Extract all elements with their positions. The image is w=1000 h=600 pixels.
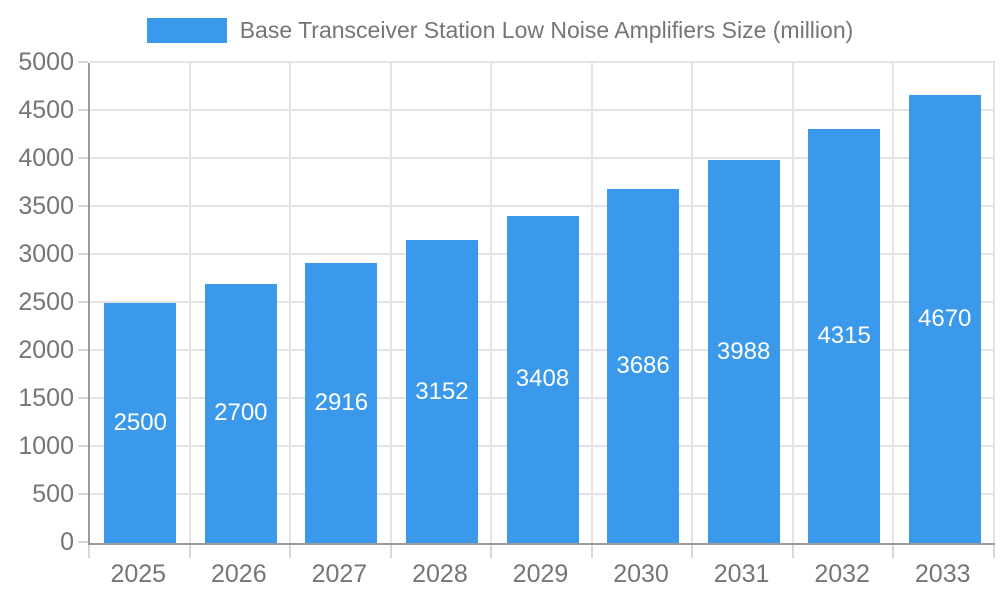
x-gridline (993, 63, 995, 543)
x-gridline (289, 63, 292, 543)
x-gridline (188, 63, 191, 543)
bar: 3408 (506, 215, 579, 543)
x-axis-tick-label: 2026 (211, 560, 267, 588)
x-axis-tick-label: 2032 (814, 560, 870, 588)
x-tick (88, 545, 90, 558)
legend-swatch-icon (146, 17, 227, 43)
x-tick (993, 545, 995, 558)
x-gridline (791, 63, 794, 543)
legend-label: Base Transceiver Station Low Noise Ampli… (239, 16, 854, 43)
x-tick (188, 545, 191, 558)
legend[interactable]: Base Transceiver Station Low Noise Ampli… (0, 10, 1000, 50)
x-axis-tick-label: 2028 (412, 560, 468, 588)
x-tick (590, 545, 593, 558)
bar-value-label: 3152 (415, 377, 469, 405)
y-tick (78, 493, 88, 495)
y-tick (78, 349, 88, 351)
x-gridline (490, 63, 493, 543)
y-axis-tick-label: 2500 (18, 288, 74, 316)
y-axis-tick-label: 5000 (18, 48, 74, 76)
y-gridline (90, 157, 995, 159)
x-tick (691, 545, 694, 558)
x-tick (490, 545, 493, 558)
x-gridline (590, 63, 593, 543)
bar: 3988 (707, 160, 780, 543)
y-tick (78, 445, 88, 447)
x-tick (289, 545, 292, 558)
x-gridline (691, 63, 694, 543)
y-axis-tick-label: 1500 (18, 384, 74, 412)
x-gridline (389, 63, 392, 543)
y-axis-tick-label: 4000 (18, 144, 74, 172)
y-axis-tick-label: 2000 (18, 336, 74, 364)
bar-value-label: 4315 (817, 321, 871, 349)
y-axis-tick-label: 3000 (18, 240, 74, 268)
x-tick (389, 545, 392, 558)
x-axis-tick-label: 2029 (512, 560, 569, 588)
y-tick (78, 109, 88, 111)
bar: 3686 (607, 189, 680, 543)
plot-area: 2500 2700 2916 3152 3408 3686 3988 4315 4670 (78, 61, 995, 558)
bar-value-label: 2916 (314, 389, 369, 417)
y-axis-tick-label: 4500 (18, 96, 74, 124)
x-tick (892, 545, 895, 558)
y-gridline (90, 205, 995, 207)
x-gridline (892, 63, 895, 543)
y-tick (78, 61, 88, 63)
y-tick (78, 205, 88, 207)
y-tick (78, 157, 88, 159)
y-gridline (90, 61, 995, 63)
x-tick (791, 545, 794, 558)
bar-value-label: 2500 (113, 409, 167, 436)
bar: 2700 (204, 283, 277, 543)
bar: 2500 (104, 303, 177, 543)
bar: 2916 (305, 263, 378, 543)
bar-value-label: 4670 (918, 304, 972, 332)
bar: 3152 (405, 240, 478, 543)
x-axis-tick-label: 2025 (110, 560, 167, 588)
y-gridline (90, 109, 995, 111)
bar-value-label: 2700 (214, 399, 268, 427)
bar-value-label: 3686 (616, 352, 670, 380)
x-axis-tick-label: 2027 (311, 560, 368, 588)
y-axis-tick-label: 1000 (18, 432, 74, 460)
y-axis-tick-label: 500 (32, 480, 74, 508)
x-axis-tick-label: 2031 (713, 560, 770, 588)
y-tick (78, 253, 88, 255)
y-tick (78, 397, 88, 399)
x-axis-tick-label: 2033 (914, 560, 971, 588)
bar: 4670 (908, 94, 981, 543)
bar-value-label: 3988 (716, 337, 771, 365)
bar: 4315 (808, 128, 881, 543)
y-tick (78, 301, 88, 303)
x-axis-tick-label: 2030 (613, 560, 669, 588)
y-tick (78, 541, 88, 543)
y-axis-tick-label: 0 (60, 528, 74, 556)
bar-value-label: 3408 (515, 365, 570, 393)
y-axis-tick-label: 3500 (18, 192, 74, 220)
